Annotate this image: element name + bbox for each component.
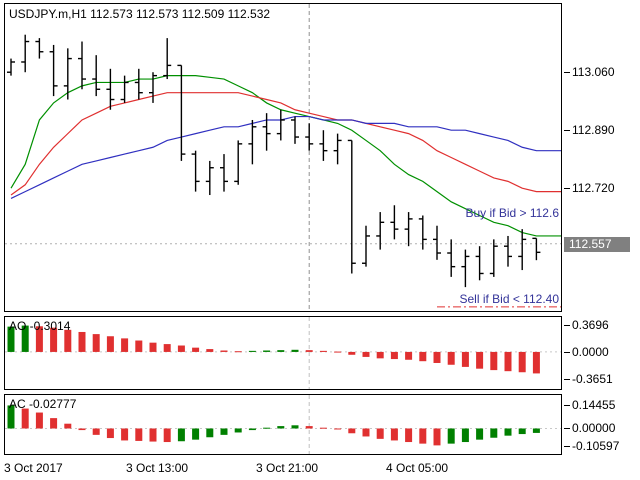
ac-indicator-panel[interactable]: AC -0.02777	[4, 394, 562, 455]
ac-tick-label: -0.10597	[563, 439, 620, 453]
time-tick-label: 3 Oct 13:00	[126, 461, 189, 475]
price-axis[interactable]: 113.060 112.890 112.720 112.557 0.3696 0…	[562, 0, 640, 458]
price-tick-label: 112.720	[564, 181, 615, 195]
main-chart-panel[interactable]: USDJPY.m,H1 112.573 112.573 112.509 112.…	[4, 3, 562, 312]
ao-indicator-canvas[interactable]	[5, 317, 561, 389]
price-tick-label: 112.890	[564, 123, 615, 137]
ao-tick-label: -0.3651	[564, 372, 613, 386]
current-price-badge: 112.557	[564, 237, 630, 252]
buy-annotation[interactable]: Buy if Bid > 112.6	[465, 206, 559, 220]
ao-indicator-label: AO -0.3014	[9, 319, 71, 333]
time-axis[interactable]: 3 Oct 2017 3 Oct 13:00 3 Oct 21:00 4 Oct…	[0, 458, 640, 480]
ao-tick-label: 0.0000	[564, 345, 609, 359]
ao-tick-label: 0.3696	[564, 318, 609, 332]
ac-tick-label: 0.14455	[563, 398, 616, 412]
ac-tick-label: 0.00000	[563, 421, 616, 435]
price-tick-label: 113.060	[564, 65, 615, 79]
sell-annotation[interactable]: Sell if Bid < 112.40	[459, 292, 559, 306]
time-tick-label: 4 Oct 05:00	[386, 461, 449, 475]
ao-indicator-panel[interactable]: AO -0.3014	[4, 316, 562, 390]
time-tick-label: 3 Oct 2017	[4, 461, 63, 475]
ac-indicator-canvas[interactable]	[5, 395, 561, 454]
main-chart-canvas[interactable]	[5, 4, 561, 311]
time-tick-label: 3 Oct 21:00	[256, 461, 319, 475]
ac-indicator-label: AC -0.02777	[9, 397, 77, 411]
chart-header-ohlc: USDJPY.m,H1 112.573 112.573 112.509 112.…	[9, 7, 271, 21]
